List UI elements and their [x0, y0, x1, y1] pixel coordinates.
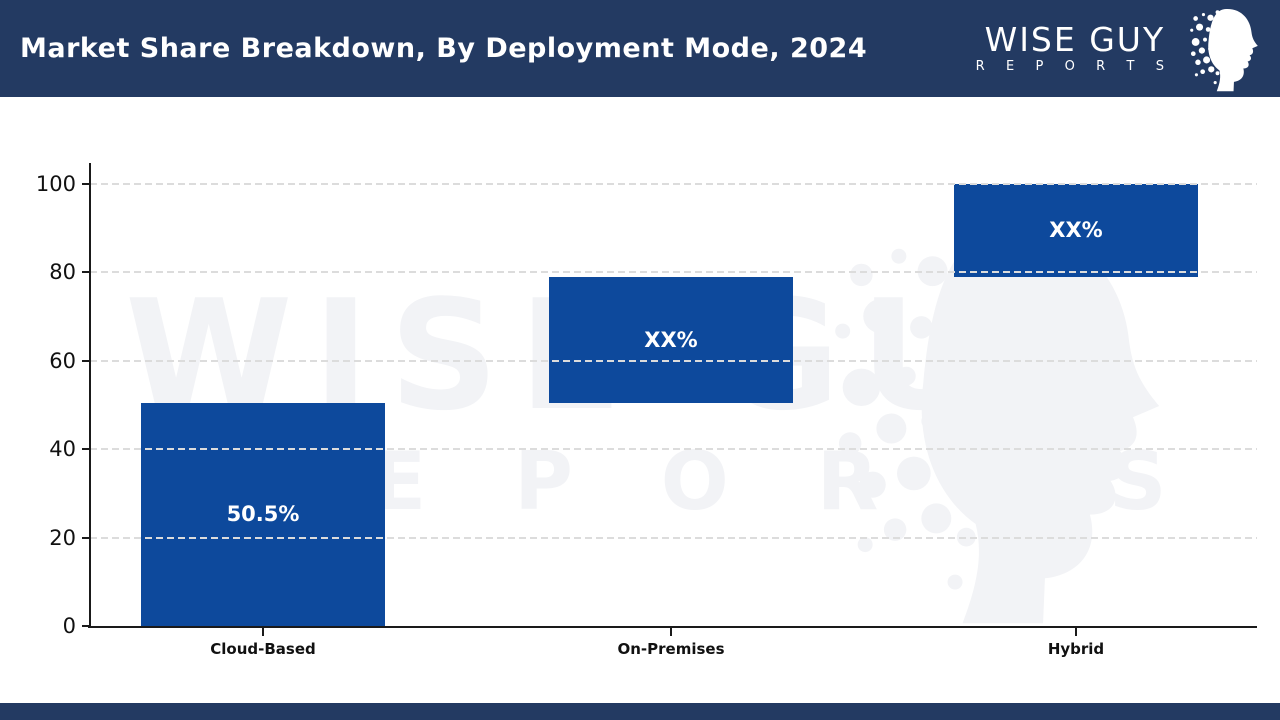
bar-value-label: XX%	[644, 327, 698, 352]
footer-bar	[0, 703, 1280, 720]
x-axis-spine	[88, 626, 1257, 628]
bar-value-label: 50.5%	[226, 502, 300, 527]
y-tick-label-60: 60	[49, 348, 76, 373]
bar-hybrid	[954, 184, 1198, 277]
dotted-head-logo-icon	[1180, 6, 1266, 92]
y-axis-spine	[89, 163, 91, 628]
x-category-label: On-Premises	[617, 640, 725, 658]
gridline-60	[90, 359, 1257, 362]
logo-text: WISE GUY R E P O R T S	[975, 20, 1174, 75]
y-tick-label-80: 80	[49, 260, 76, 285]
y-tick-label-0: 0	[62, 614, 76, 638]
x-tick-0	[262, 628, 264, 636]
chart-area: WISE GUY R E P O R T S 50.5% XX% XX% 0 20 40 6…	[0, 97, 1280, 703]
header-bar: Market Share Breakdown, By Deployment Mo…	[0, 0, 1280, 97]
gridline-100	[90, 183, 1257, 185]
y-tick-80	[82, 271, 90, 274]
x-category-label: Hybrid	[1047, 640, 1105, 658]
logo-wordmark: WISE GUY	[984, 20, 1166, 59]
y-tick-60	[82, 359, 90, 362]
gridline-20	[90, 536, 1257, 539]
logo-subtitle: R E P O R T S	[975, 59, 1174, 74]
y-tick-0	[82, 625, 90, 627]
bar-value-label: XX%	[1049, 218, 1103, 243]
gridline-40	[90, 448, 1257, 451]
bar-on-premises	[549, 276, 793, 403]
chart-title: Market Share Breakdown, By Deployment Mo…	[20, 33, 868, 64]
x-category-label: Cloud-Based	[210, 640, 316, 658]
x-tick-1	[670, 628, 672, 636]
gridline-80	[90, 271, 1257, 274]
y-tick-20	[82, 536, 90, 539]
y-tick-label-20: 20	[49, 525, 76, 550]
x-tick-2	[1075, 628, 1077, 636]
y-tick-100	[82, 183, 90, 185]
wise-guy-reports-logo: WISE GUY R E P O R T S	[976, 0, 1266, 97]
y-tick-label-40: 40	[49, 437, 76, 462]
bar-cloud-based	[141, 402, 385, 626]
y-tick-40	[82, 448, 90, 451]
y-tick-label-100: 100	[35, 172, 76, 196]
